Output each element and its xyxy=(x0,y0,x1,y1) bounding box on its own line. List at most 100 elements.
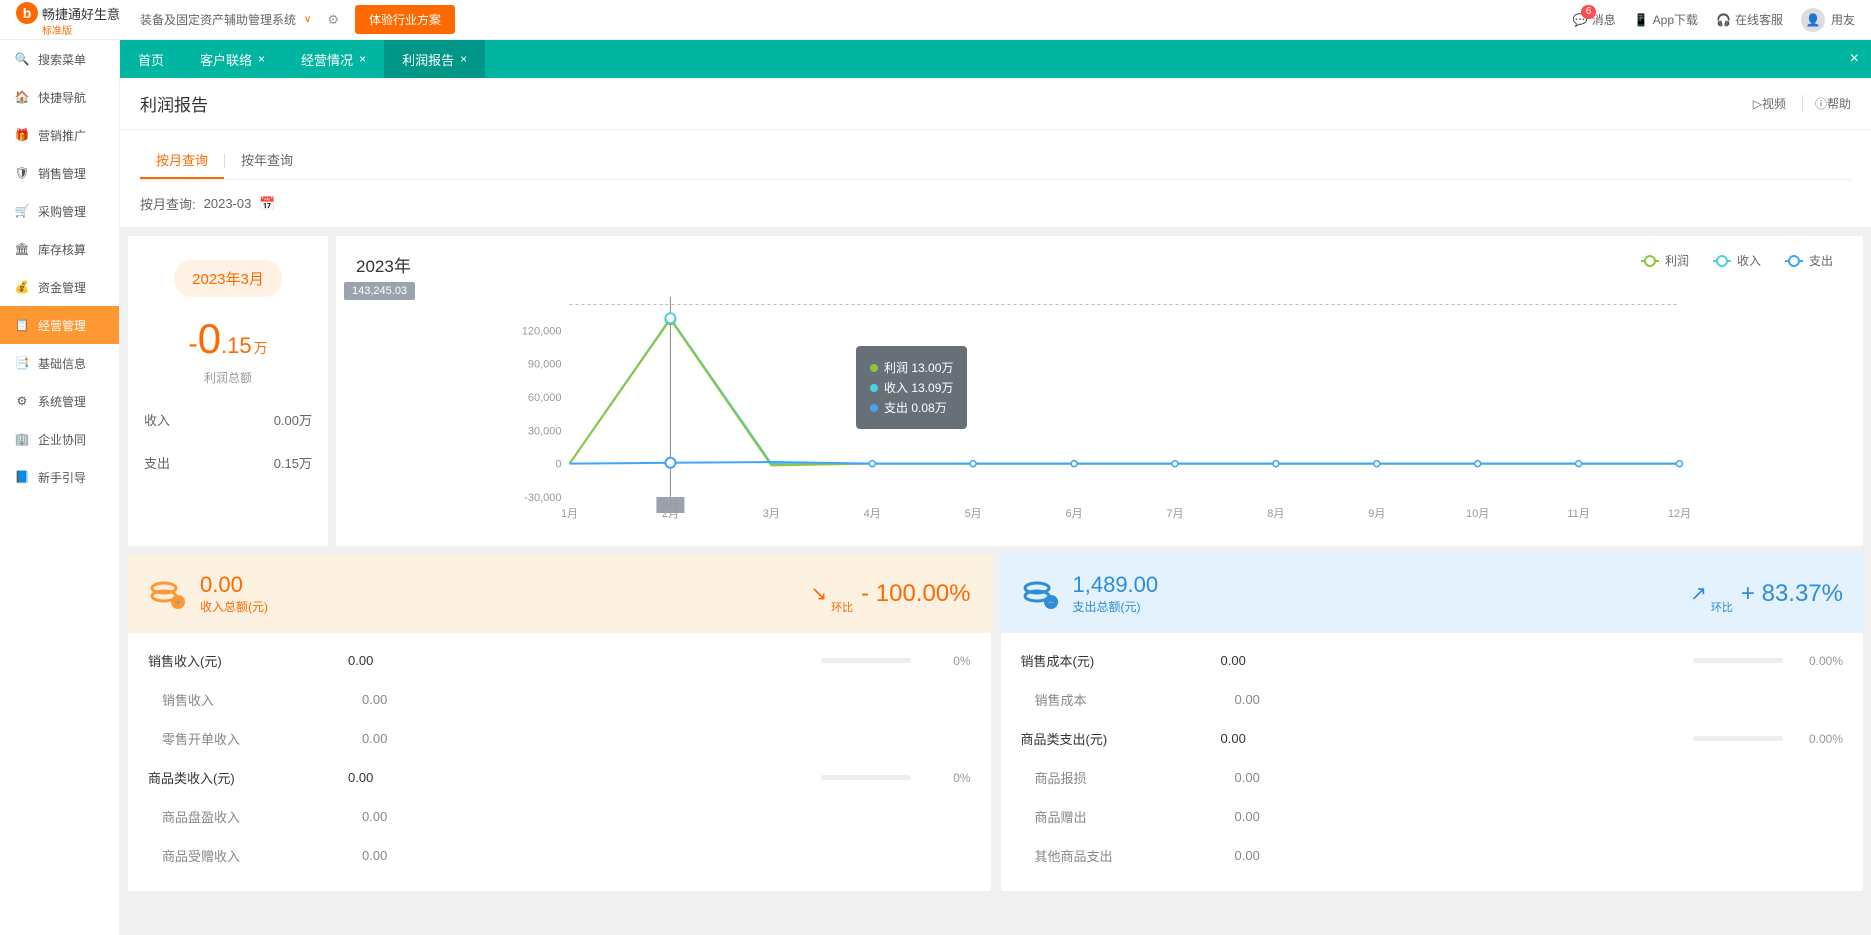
profit-total-label: 利润总额 xyxy=(144,369,312,386)
sidebar-item-2[interactable]: 🎁 营销推广 xyxy=(0,116,119,154)
profit-total: - 0 .15 万 xyxy=(144,315,312,363)
chart-tooltip: 利润 13.00万收入 13.09万支出 0.08万 xyxy=(856,346,967,429)
sidebar-item-3[interactable]: 🛡销售管理 xyxy=(0,154,119,192)
sidebar-item-1[interactable]: 🏠快捷导航 xyxy=(0,78,119,116)
table-row: 销售收入(元)0.000% xyxy=(148,641,971,680)
calendar-icon[interactable]: 📅 xyxy=(259,196,275,212)
sidebar-item-label: 基础信息 xyxy=(38,355,86,372)
chevron-down-icon: ∨ xyxy=(304,14,311,25)
peak-label: 143,245.03 xyxy=(344,282,415,300)
table-row: 零售开单收入0.00 xyxy=(148,719,971,758)
logo-sub: 标准版 xyxy=(42,22,120,37)
sidebar-item-0[interactable]: 🔍搜索菜单 xyxy=(0,40,119,78)
subtab-year[interactable]: 按年查询 xyxy=(225,142,309,179)
page-title: 利润报告 xyxy=(140,91,208,116)
sidebar-item-5[interactable]: 🏛 库存核算 xyxy=(0,230,119,268)
sidebar-icon: 💰 xyxy=(14,280,30,294)
expense-card: − 1,489.00 支出总额(元) ↗ 环比 + 83.37% 销售成本(元)… xyxy=(1001,554,1864,891)
online-service-link[interactable]: 🎧 在线客服 xyxy=(1716,11,1783,28)
coins-plus-icon: + xyxy=(148,574,188,614)
main-content: 利润报告 ▷ 视频 ⓘ 帮助 按月查询 按年查询 按月查询: 2023-03 📅… xyxy=(120,78,1871,899)
table-row: 商品受赠收入0.00 xyxy=(148,836,971,875)
income-total-value: 0.00 xyxy=(200,572,268,598)
message-link[interactable]: 💬 6 消息 xyxy=(1573,11,1616,28)
video-link[interactable]: ▷ 视频 xyxy=(1753,95,1786,112)
close-icon[interactable]: × xyxy=(460,52,467,66)
svg-text:7月: 7月 xyxy=(1166,508,1183,520)
sidebar-icon: 📑 xyxy=(14,356,30,370)
coins-minus-icon: − xyxy=(1021,574,1061,614)
sidebar-item-10[interactable]: 🏢企业协同 xyxy=(0,420,119,458)
sidebar-item-label: 采购管理 xyxy=(38,203,86,220)
tab-home[interactable]: 首页 xyxy=(120,40,182,78)
sidebar-item-label: 系统管理 xyxy=(38,393,86,410)
expense-change: + 83.37% xyxy=(1741,580,1843,608)
legend-income[interactable]: 收入 xyxy=(1713,252,1761,269)
table-row: 商品赠出0.00 xyxy=(1021,797,1844,836)
svg-text:2月: 2月 xyxy=(662,500,679,512)
sidebar-item-11[interactable]: 📘新手引导 xyxy=(0,458,119,496)
sidebar-icon: ⚙ xyxy=(14,394,30,408)
svg-text:5月: 5月 xyxy=(965,508,982,520)
sidebar-item-4[interactable]: 🛒采购管理 xyxy=(0,192,119,230)
income-row: 收入 0.00万 xyxy=(144,410,312,429)
user-menu[interactable]: 👤 用友 xyxy=(1801,8,1855,32)
expense-total-label: 支出总额(元) xyxy=(1073,598,1159,615)
help-link[interactable]: ⓘ 帮助 xyxy=(1802,95,1851,112)
sidebar-item-label: 营销推广 xyxy=(38,127,86,144)
svg-text:0: 0 xyxy=(555,459,561,471)
app-download-link[interactable]: 📱 App下载 xyxy=(1634,11,1698,28)
user-label: 用友 xyxy=(1831,11,1855,28)
online-service-label: 在线客服 xyxy=(1735,11,1783,28)
svg-text:1月: 1月 xyxy=(561,508,578,520)
sidebar-item-6[interactable]: 💰 资金管理 xyxy=(0,268,119,306)
tab-customer[interactable]: 客户联络× xyxy=(182,40,283,78)
sidebar-item-9[interactable]: ⚙ 系统管理 xyxy=(0,382,119,420)
avatar-icon: 👤 xyxy=(1801,8,1825,32)
sidebar-icon: 🏠 xyxy=(14,90,30,104)
system-select[interactable]: 装备及固定资产辅助管理系统 ∨ xyxy=(140,11,311,28)
logo: b 畅捷通好生意 标准版 xyxy=(16,2,120,37)
sidebar-item-label: 库存核算 xyxy=(38,241,86,258)
sidebar-item-7[interactable]: 📋经营管理 xyxy=(0,306,119,344)
line-chart[interactable]: -30,000030,00060,00090,000120,0001月2月3月4… xyxy=(356,287,1843,527)
svg-text:120,000: 120,000 xyxy=(522,325,562,337)
tab-business[interactable]: 经营情况× xyxy=(283,40,384,78)
gear-icon[interactable]: ⚙ xyxy=(327,12,339,28)
svg-text:12月: 12月 xyxy=(1668,508,1691,520)
svg-text:60,000: 60,000 xyxy=(528,392,562,404)
close-icon[interactable]: × xyxy=(258,52,265,66)
svg-text:30,000: 30,000 xyxy=(528,425,562,437)
table-row: 商品类收入(元)0.000% xyxy=(148,758,971,797)
svg-text:90,000: 90,000 xyxy=(528,359,562,371)
sidebar-item-8[interactable]: 📑 基础信息 xyxy=(0,344,119,382)
chart-legend: 利润 收入 支出 xyxy=(1641,252,1833,269)
table-row: 其他商品支出0.00 xyxy=(1021,836,1844,875)
close-all-icon[interactable]: × xyxy=(1838,50,1871,68)
table-row: 商品类支出(元)0.000.00% xyxy=(1021,719,1844,758)
filter-bar: 按月查询 按年查询 按月查询: 2023-03 📅 xyxy=(120,130,1871,228)
trend-down-icon: ↘ xyxy=(810,581,827,606)
expense-row: 支出 0.15万 xyxy=(144,453,312,472)
expense-total-value: 1,489.00 xyxy=(1073,572,1159,598)
sidebar-icon: 🏛 xyxy=(14,242,30,256)
svg-text:−: − xyxy=(1047,597,1053,609)
experience-button[interactable]: 体验行业方案 xyxy=(355,5,455,34)
table-row: 销售收入0.00 xyxy=(148,680,971,719)
chart-title: 2023年 xyxy=(356,252,1843,277)
svg-text:9月: 9月 xyxy=(1368,508,1385,520)
subtab-month[interactable]: 按月查询 xyxy=(140,142,224,179)
sidebar-item-label: 资金管理 xyxy=(38,279,86,296)
legend-profit[interactable]: 利润 xyxy=(1641,252,1689,269)
close-icon[interactable]: × xyxy=(359,52,366,66)
top-header: b 畅捷通好生意 标准版 装备及固定资产辅助管理系统 ∨ ⚙ 体验行业方案 💬 … xyxy=(0,0,1871,40)
logo-text: 畅捷通好生意 xyxy=(42,4,120,23)
phone-icon: 📱 xyxy=(1634,13,1649,27)
tab-profit[interactable]: 利润报告× xyxy=(384,40,485,78)
sidebar-icon: 🏢 xyxy=(14,432,30,446)
sidebar-icon: 🎁 xyxy=(14,128,30,142)
filter-date[interactable]: 2023-03 xyxy=(204,196,252,211)
legend-expense[interactable]: 支出 xyxy=(1785,252,1833,269)
sidebar-item-label: 搜索菜单 xyxy=(38,51,86,68)
income-card: + 0.00 收入总额(元) ↘ 环比 - 100.00% 销售收入(元)0.0… xyxy=(128,554,991,891)
